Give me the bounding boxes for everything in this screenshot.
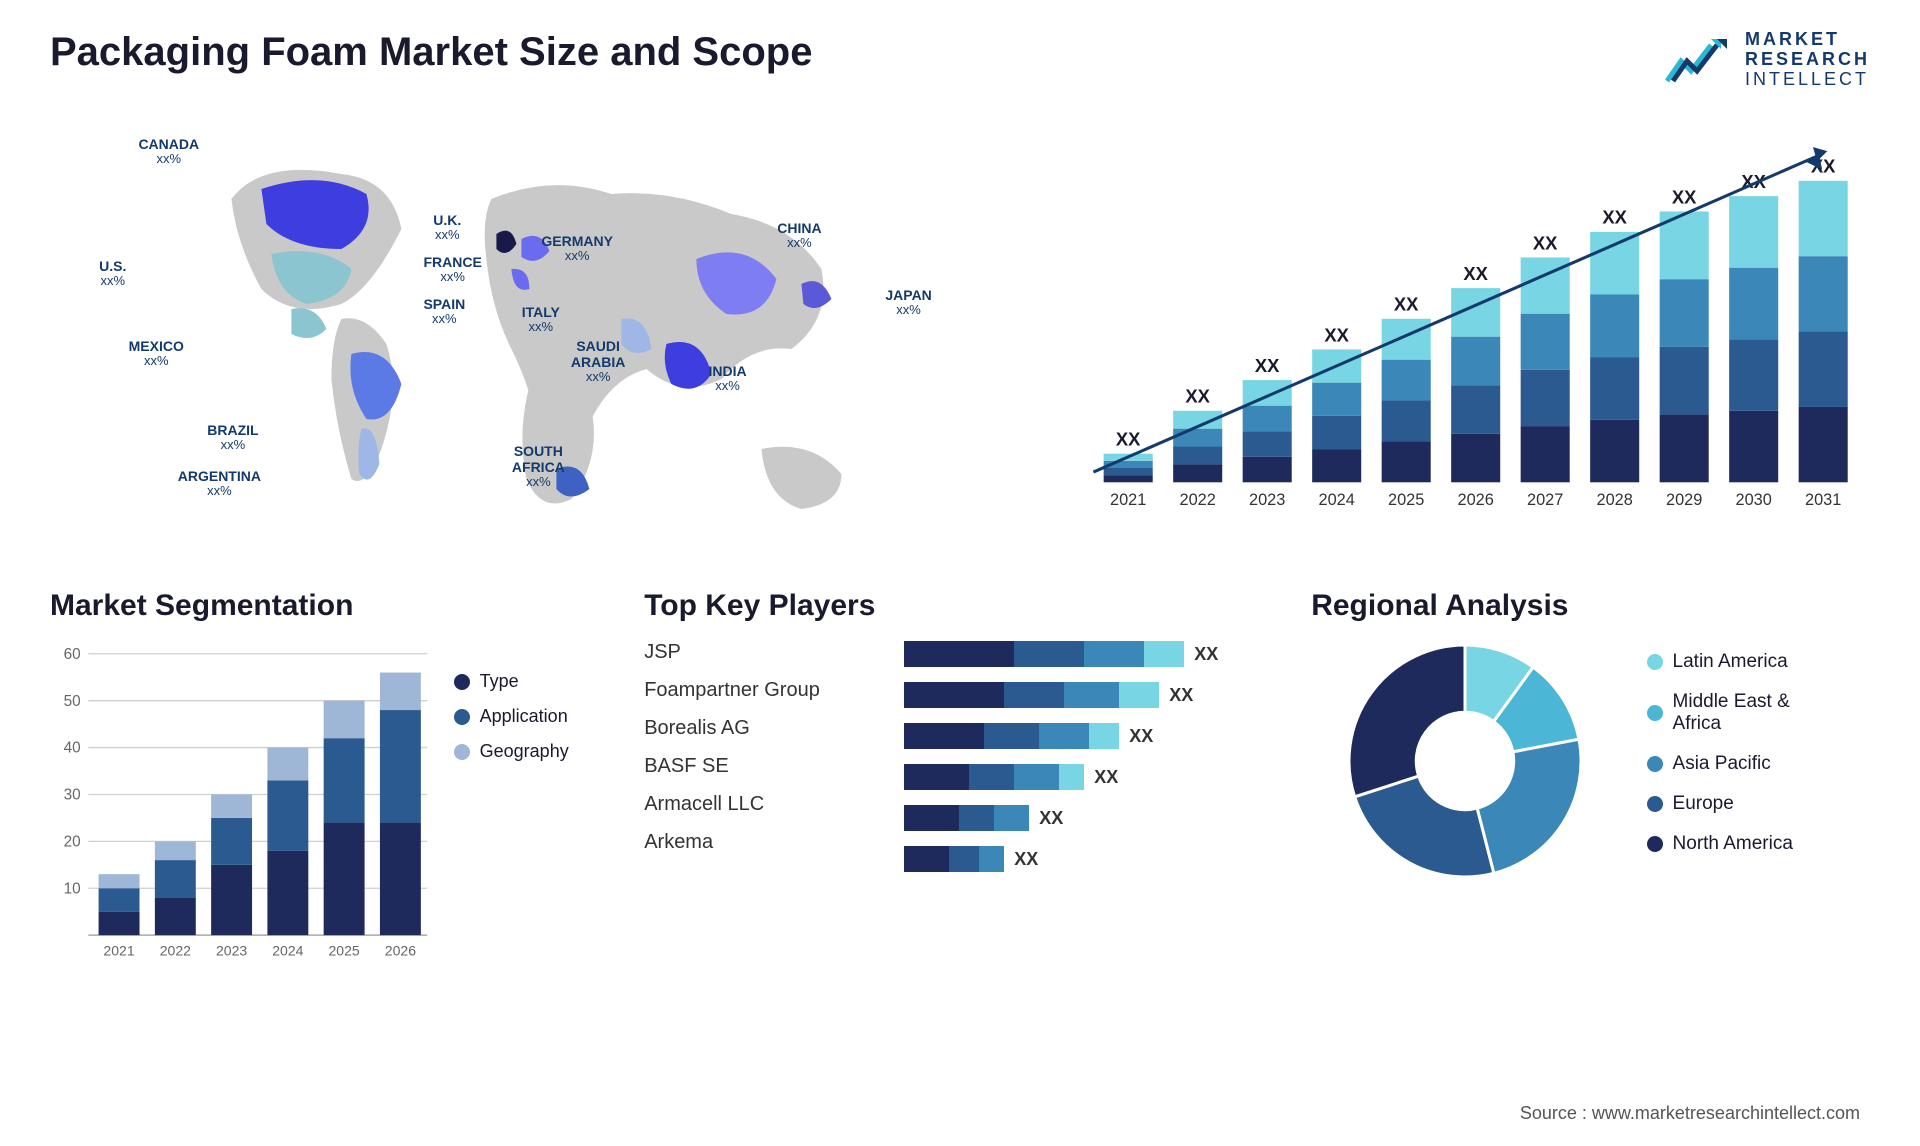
svg-text:2022: 2022: [1179, 491, 1215, 509]
player-value: XX: [1094, 767, 1118, 788]
player-bar-row: XX: [904, 805, 1281, 831]
svg-text:10: 10: [64, 881, 81, 898]
player-name: Armacell LLC: [644, 793, 886, 816]
map-label: JAPANxx%: [885, 287, 931, 318]
segmentation-legend: Type Application Geography: [454, 641, 615, 973]
player-names: JSP Foampartner Group Borealis AG BASF SE Ar…: [644, 641, 886, 872]
player-bar-row: XX: [904, 723, 1281, 749]
svg-text:XX: XX: [1602, 207, 1627, 228]
page-title: Packaging Foam Market Size and Scope: [50, 30, 812, 75]
map-label: MEXICOxx%: [129, 338, 184, 369]
brand-logo: MARKET RESEARCH INTELLECT: [1663, 30, 1870, 89]
source-text: Source : www.marketresearchintellect.com: [1520, 1103, 1860, 1124]
svg-text:XX: XX: [1394, 294, 1419, 315]
svg-text:2025: 2025: [328, 943, 359, 959]
svg-text:2030: 2030: [1735, 491, 1771, 509]
svg-text:XX: XX: [1116, 429, 1141, 450]
world-map: CANADAxx% U.S.xx% MEXICOxx% BRAZILxx% ARGENT…: [50, 119, 1033, 539]
svg-text:30: 30: [64, 787, 81, 804]
svg-text:XX: XX: [1324, 325, 1349, 346]
map-label: ITALYxx%: [522, 304, 560, 335]
map-label: FRANCExx%: [423, 254, 481, 285]
logo-line3: INTELLECT: [1745, 70, 1870, 90]
region-legend-item: Asia Pacific: [1647, 753, 1870, 775]
region-legend-item: Latin America: [1647, 651, 1870, 673]
svg-text:XX: XX: [1255, 355, 1280, 376]
player-bar-row: XX: [904, 682, 1281, 708]
svg-text:2023: 2023: [216, 943, 247, 959]
svg-text:2028: 2028: [1596, 491, 1632, 509]
player-bar-row: XX: [904, 641, 1281, 667]
svg-text:XX: XX: [1533, 233, 1558, 254]
player-bars: XXXXXXXXXXXX: [904, 641, 1281, 872]
svg-text:2025: 2025: [1388, 491, 1424, 509]
map-label: U.S.xx%: [99, 258, 126, 289]
map-label: INDIAxx%: [708, 363, 746, 394]
svg-text:2024: 2024: [272, 943, 303, 959]
svg-text:XX: XX: [1463, 263, 1488, 284]
player-value: XX: [1039, 808, 1063, 829]
svg-text:2021: 2021: [1110, 491, 1146, 509]
svg-text:60: 60: [64, 646, 81, 663]
region-legend-item: Europe: [1647, 793, 1870, 815]
regional-title: Regional Analysis: [1311, 589, 1870, 623]
svg-text:20: 20: [64, 834, 81, 851]
player-name: Borealis AG: [644, 717, 886, 740]
svg-text:2021: 2021: [103, 943, 134, 959]
region-legend-item: Middle East &Africa: [1647, 691, 1870, 735]
player-value: XX: [1129, 726, 1153, 747]
map-label: GERMANYxx%: [541, 233, 613, 264]
svg-text:2027: 2027: [1527, 491, 1563, 509]
svg-text:XX: XX: [1672, 187, 1697, 208]
logo-icon: [1663, 35, 1733, 85]
players-title: Top Key Players: [644, 589, 1281, 623]
region-legend-item: North America: [1647, 833, 1870, 855]
logo-line1: MARKET: [1745, 30, 1870, 50]
svg-text:2031: 2031: [1805, 491, 1841, 509]
map-label: SAUDIARABIAxx%: [571, 338, 625, 385]
player-bar-row: XX: [904, 764, 1281, 790]
svg-text:XX: XX: [1185, 386, 1210, 407]
map-label: SPAINxx%: [423, 296, 465, 327]
svg-text:2023: 2023: [1249, 491, 1285, 509]
map-label: SOUTHAFRICAxx%: [512, 443, 565, 490]
map-label: CHINAxx%: [777, 220, 821, 251]
map-label: U.K.xx%: [433, 212, 461, 243]
legend-item: Application: [454, 706, 615, 727]
svg-text:40: 40: [64, 740, 81, 757]
growth-chart: XX 2021 XX 2022 XX 2023 XX 2024 XX 2025 XX 2026 XX 20…: [1073, 119, 1870, 539]
segmentation-title: Market Segmentation: [50, 589, 614, 623]
donut-chart: [1345, 641, 1585, 881]
svg-text:50: 50: [64, 693, 81, 710]
player-value: XX: [1194, 644, 1218, 665]
legend-item: Type: [454, 671, 615, 692]
player-name: JSP: [644, 641, 886, 664]
player-bar-row: XX: [904, 846, 1281, 872]
player-name: Foampartner Group: [644, 679, 886, 702]
svg-text:2022: 2022: [160, 943, 191, 959]
svg-text:2029: 2029: [1666, 491, 1702, 509]
svg-text:2024: 2024: [1318, 491, 1354, 509]
player-name: BASF SE: [644, 755, 886, 778]
region-legend: Latin America Middle East &Africa Asia Pac…: [1647, 641, 1870, 881]
player-value: XX: [1169, 685, 1193, 706]
legend-item: Geography: [454, 741, 615, 762]
map-label: ARGENTINAxx%: [178, 468, 261, 499]
logo-line2: RESEARCH: [1745, 50, 1870, 70]
svg-text:2026: 2026: [385, 943, 416, 959]
growth-svg: XX 2021 XX 2022 XX 2023 XX 2024 XX 2025 XX 2026 XX 20…: [1073, 119, 1870, 539]
map-label: CANADAxx%: [138, 136, 199, 167]
map-label: BRAZILxx%: [207, 422, 258, 453]
player-name: Arkema: [644, 831, 886, 854]
svg-text:2026: 2026: [1457, 491, 1493, 509]
segmentation-chart: 10 20 30 40 50 60 2021 2022 2023 2024 2025 2026: [50, 641, 434, 973]
player-value: XX: [1014, 849, 1038, 870]
